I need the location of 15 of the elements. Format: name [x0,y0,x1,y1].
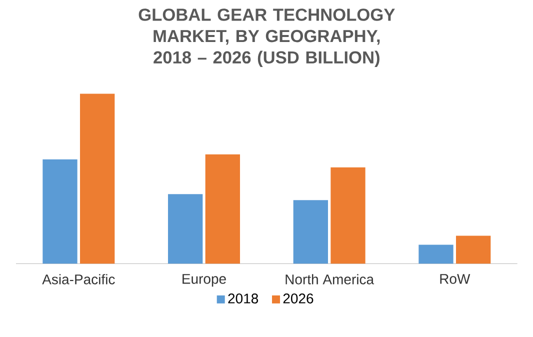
bar [42,159,78,264]
bar [418,244,454,264]
x-tick-label: Asia-Pacific [42,274,115,284]
x-tick-label: Europe [182,274,226,287]
bar [80,94,115,264]
bar [330,167,366,264]
legend-label: 2018 [228,294,258,304]
bar [456,236,491,264]
bar [168,194,203,264]
legend-label: 2026 [283,294,314,304]
x-tick-label: North America [286,274,374,284]
chart-title: GLOBAL GEAR TECHNOLOGY MARKET, BY GEOGRAPHY, 2018 – 2026 (USD BILLION) [138,8,395,67]
bar [205,154,240,264]
x-tick-label: RoW [440,274,470,284]
bar [293,200,328,264]
